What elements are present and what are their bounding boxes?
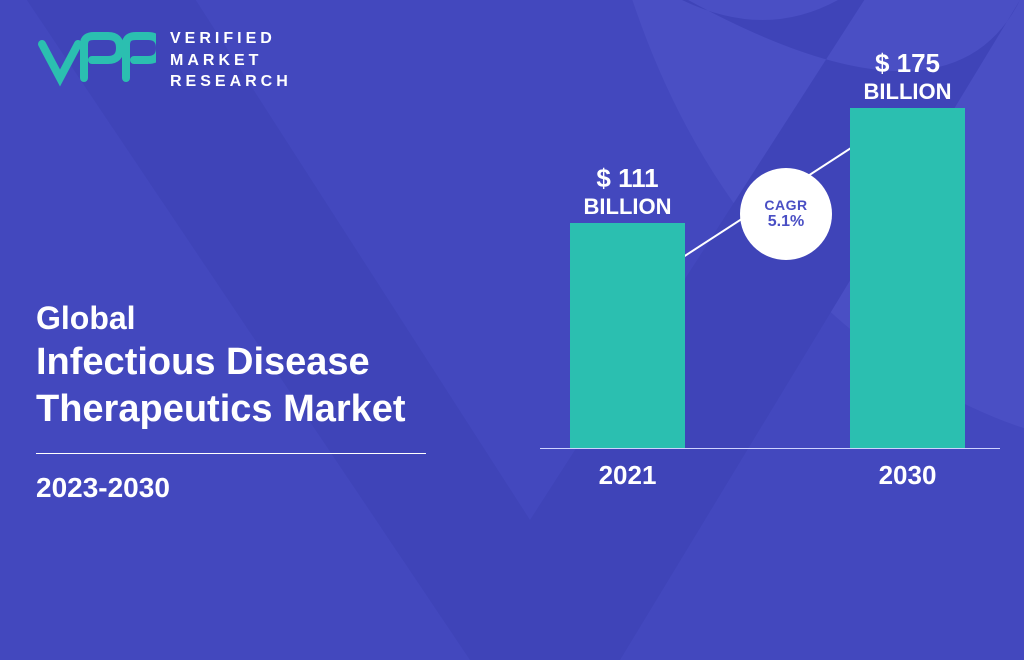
title-line1: Global xyxy=(36,300,426,337)
chart-bar xyxy=(570,223,685,448)
cagr-label: CAGR xyxy=(764,197,807,213)
chart-baseline xyxy=(540,448,1000,449)
logo-mark xyxy=(36,30,156,90)
x-axis-label: 2021 xyxy=(560,460,695,491)
logo: VERIFIED MARKET RESEARCH xyxy=(36,28,292,93)
logo-text-l2: MARKET xyxy=(170,50,292,72)
chart-bar xyxy=(850,108,965,448)
title-divider xyxy=(36,453,426,454)
logo-text-l1: VERIFIED xyxy=(170,28,292,50)
logo-text: VERIFIED MARKET RESEARCH xyxy=(170,28,292,93)
title-line3: Therapeutics Market xyxy=(36,388,426,431)
logo-text-l3: RESEARCH xyxy=(170,71,292,93)
cagr-badge: CAGR 5.1% xyxy=(740,168,832,260)
bar-value-label: $ 175BILLION xyxy=(840,48,975,106)
date-range: 2023-2030 xyxy=(36,472,426,504)
cagr-value: 5.1% xyxy=(768,213,804,231)
title-line2: Infectious Disease xyxy=(36,341,426,384)
bar-value-label: $ 111BILLION xyxy=(560,163,695,221)
bar-chart: $ 111BILLION2021$ 175BILLION2030 CAGR 5.… xyxy=(540,60,1000,490)
x-axis-label: 2030 xyxy=(840,460,975,491)
title-block: Global Infectious Disease Therapeutics M… xyxy=(36,300,426,504)
